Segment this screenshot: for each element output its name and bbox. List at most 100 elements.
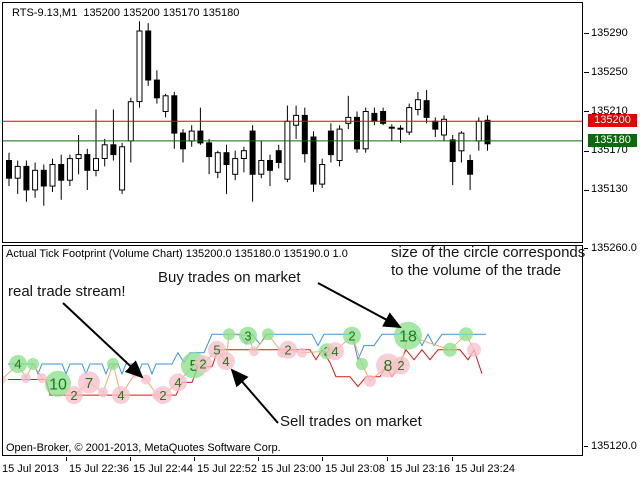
candle-body [397,127,404,130]
price-tick-label: 135250 [591,66,628,78]
time-tick [387,457,388,461]
price-tick [584,190,589,191]
candle-body [467,160,474,175]
candle-body [58,164,65,181]
trade-volume-label: 2 [348,328,355,343]
sell-trade-circle [169,373,187,392]
buy-trade-circle [45,370,71,397]
price-tick-label: 135290 [591,27,628,39]
price-scale[interactable]: 135290 135250 135210 135170 135130 135200 1351… [584,0,640,458]
sell-trade-circle [297,347,307,358]
trade-volume-label: 2 [397,358,404,373]
trade-volume-label: 4 [331,344,338,359]
time-label: 15 Jul 23:24 [455,463,515,475]
candle-body [6,160,12,179]
candle-body [162,95,169,113]
sell-trade-circle [326,342,344,361]
price-tick [584,446,588,447]
sell-trade-circle [37,373,47,384]
trades-group: 410274245254322428218 [3,321,481,405]
candle-body [388,126,395,129]
time-label: 15 Jul 23:08 [325,463,385,475]
candle-body [171,95,178,134]
trade-volume-label: 4 [14,357,21,372]
candle-body [197,130,204,144]
bid-line [8,348,483,396]
sell-trade-circle [21,373,31,384]
time-tick [258,457,259,461]
trade-volume-label: 10 [49,377,67,394]
indicator-panel[interactable]: 410274245254322428218 Actual Tick Footpr… [2,245,583,456]
candle-body [101,144,108,160]
trade-volume-label: 4 [222,354,229,369]
buy-trade-circle [27,358,39,370]
candle-body [371,112,378,122]
annotation-circle-size-note: size of the circle corresponds to the vo… [391,244,586,279]
candle-body [441,118,447,136]
candle-body [301,114,308,155]
candle-body [23,165,30,191]
annotation-buy-trades: Buy trades on market [158,269,301,286]
time-label: 15 Jul 23:16 [390,463,450,475]
candle-body [232,158,239,175]
candle-body [240,150,247,159]
trade-volume-label: 4 [174,375,181,390]
time-tick [322,457,323,461]
buy-trade-circle [107,358,119,370]
candle-body [188,130,195,142]
candle-body [354,116,360,150]
sell-trade-circle [154,386,172,405]
candlestick-chart-canvas[interactable] [3,3,582,240]
candle-body [345,116,352,124]
candle-body [75,154,82,160]
buy-trade-circle [239,326,257,345]
candle-body [380,111,387,124]
sell-trade-circle [364,374,376,387]
buy-trade-circle [343,326,361,345]
time-tick [194,457,195,461]
footprint-chart-canvas[interactable]: 410274245254322428218 [3,246,582,453]
candle-body [406,107,413,133]
annotation-arrows [62,282,402,424]
candle-body [267,160,273,171]
trade-volume-label: 2 [159,388,166,403]
candle-body [214,152,221,173]
time-label: 15 Jul 22:52 [197,463,257,475]
candle-body [275,150,282,163]
price-tick-label: 135130 [591,183,628,195]
time-label: 15 Jul 23:00 [261,463,321,475]
candle-body [40,169,47,187]
candle-body [249,130,256,175]
candle-body [362,111,369,150]
candle-body [32,169,39,191]
price-tick [584,72,589,73]
sell-trade-circle [392,356,410,375]
copyright-text: Open-Broker, © 2001-2013, MetaQuotes Sof… [6,442,281,454]
sell-trade-circle [249,346,259,357]
candle-body [93,158,99,171]
buy-trade-circle [394,321,422,350]
candle-body [293,114,300,126]
candle-body [84,154,91,171]
trade-volume-label: 2 [199,357,206,372]
candle-body [110,144,117,156]
candle-body [223,152,230,165]
sell-trade-circle [3,375,6,384]
price-chart-panel[interactable]: RTS-9.13,M1 135200 135200 135170 135180 [2,2,583,243]
indicator-scale-label: 135260.0 [591,242,637,254]
buy-trade-circle [9,355,27,373]
candle-body [206,142,213,158]
time-scale[interactable]: 15 Jul 2013 15 Jul 22:36 15 Jul 22:44 15 Ju… [0,457,640,480]
candle-body [258,160,265,175]
time-tick [452,457,453,461]
price-tick [584,111,589,112]
sell-trade-circle [65,386,83,405]
trade-volume-label: 3 [244,328,251,343]
time-label: 15 Jul 22:44 [133,463,193,475]
sell-trade-circle [194,355,212,373]
candle-body [310,136,317,185]
candle-body [319,164,326,185]
indicator-title: Actual Tick Footprint (Volume Chart) 135… [6,248,348,260]
price-badge-135180: 135180 [588,134,637,147]
sell-trade-circle [78,371,100,394]
